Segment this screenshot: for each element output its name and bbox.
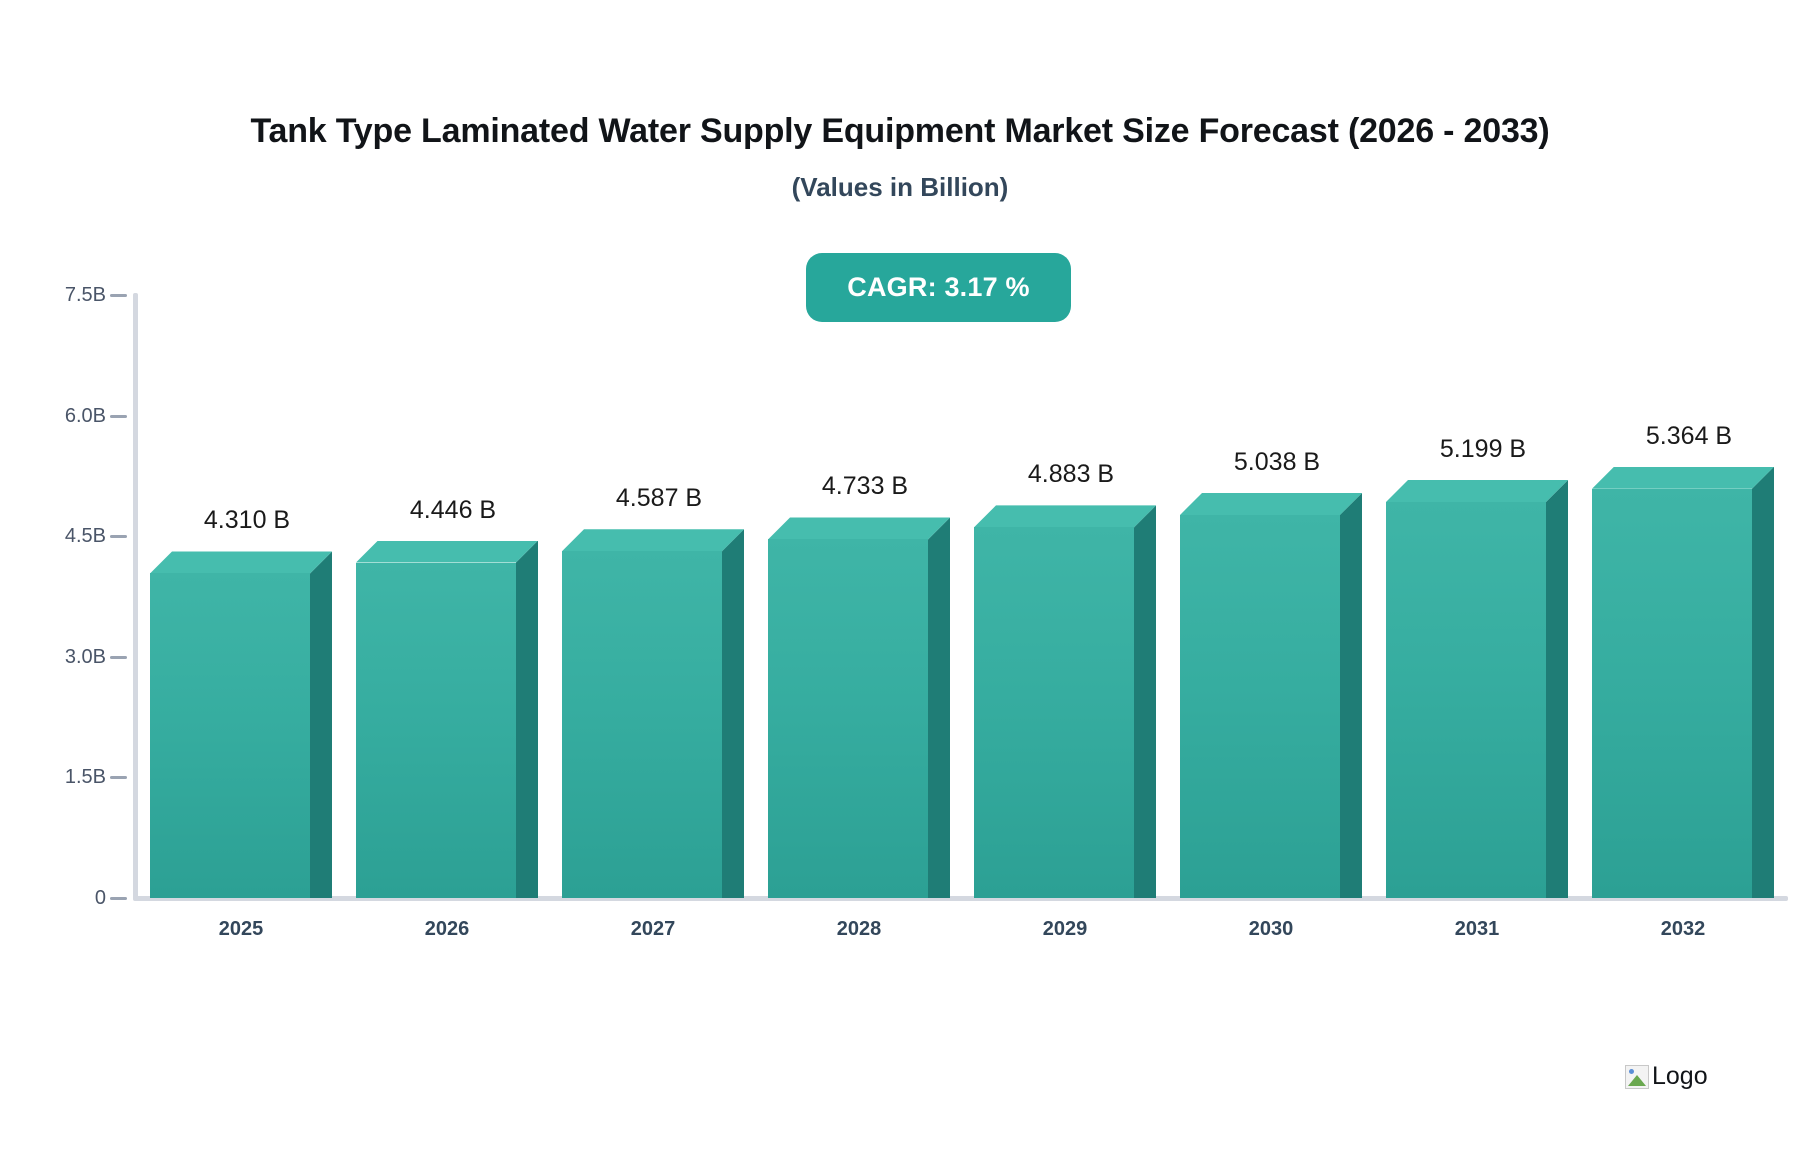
- bar-side-face: [1134, 505, 1156, 898]
- y-axis-tick-mark: [110, 776, 127, 780]
- x-axis-line: [133, 896, 1788, 901]
- y-axis-tick-label: 0: [94, 887, 106, 909]
- chart-subtitle: (Values in Billion): [791, 172, 1009, 202]
- bar-side-face: [722, 529, 744, 898]
- y-axis-tick-label: 6.0B: [64, 404, 106, 427]
- bar-value-label: 4.446 B: [409, 495, 497, 524]
- bar-2030[interactable]: [1180, 492, 1362, 898]
- bar-front-face: [1386, 502, 1546, 898]
- bar-value-label: 5.364 B: [1645, 421, 1733, 450]
- bar-top-face: [974, 505, 1156, 528]
- x-axis-label-2026: 2026: [424, 918, 470, 940]
- page-title: Tank Type Laminated Water Supply Equipme…: [250, 112, 1550, 150]
- bar-top-face: [356, 540, 538, 563]
- bar-top-face: [1386, 480, 1568, 502]
- cagr-badge: CAGR: 3.17 %: [806, 253, 1071, 322]
- y-axis-tick-label: 4.5B: [64, 525, 106, 548]
- bar-front-face: [150, 573, 310, 898]
- bar-value-label: 4.310 B: [203, 506, 291, 535]
- bar-side-face: [516, 540, 538, 898]
- x-axis-label-2027: 2027: [630, 918, 676, 940]
- bar-2028[interactable]: [768, 517, 950, 898]
- logo: Logo: [1625, 1062, 1708, 1091]
- bar-value-label: 5.199 B: [1439, 435, 1527, 463]
- y-axis-tick-mark: [110, 655, 127, 659]
- bar-side-face: [928, 517, 950, 898]
- bar-side-face: [310, 551, 332, 898]
- x-axis-label-2031: 2031: [1454, 918, 1500, 940]
- bar-side-face: [1546, 480, 1568, 898]
- cagr-badge-label: CAGR: 3.17 %: [847, 272, 1030, 302]
- bar-front-face: [768, 539, 928, 898]
- x-axis-label-2030: 2030: [1248, 918, 1294, 940]
- bar-2025[interactable]: [150, 551, 332, 898]
- bar-value-label: 4.587 B: [615, 484, 703, 513]
- bar-top-face: [1180, 492, 1362, 515]
- bar-front-face: [562, 551, 722, 898]
- bar-top-face: [562, 529, 744, 552]
- x-axis-label-2029: 2029: [1042, 918, 1088, 940]
- x-axis-label-2028: 2028: [836, 918, 882, 940]
- bar-2027[interactable]: [562, 529, 744, 898]
- y-axis-tick-label: 7.5B: [64, 284, 106, 306]
- bar-2026[interactable]: [356, 540, 538, 898]
- bar-front-face: [974, 527, 1134, 898]
- x-axis-label-2025: 2025: [218, 918, 264, 940]
- bar-top-face: [768, 517, 950, 540]
- bar-top-face: [150, 551, 332, 574]
- bar-front-face: [1180, 514, 1340, 898]
- y-axis-line: [133, 293, 138, 900]
- logo-alt-text: Logo: [1652, 1062, 1708, 1090]
- y-axis-tick-mark: [110, 414, 127, 418]
- bar-side-face: [1752, 466, 1774, 898]
- y-axis-tick-mark: [110, 535, 127, 539]
- y-axis-tick-mark: [110, 897, 127, 900]
- bar-2031[interactable]: [1386, 480, 1568, 898]
- bar-front-face: [1592, 488, 1752, 898]
- bar-value-label: 4.733 B: [821, 472, 909, 501]
- bar-top-face: [1592, 466, 1774, 489]
- y-axis-tick-mark: [110, 294, 127, 297]
- bar-value-label: 5.038 B: [1233, 447, 1321, 476]
- y-axis-tick-label: 3.0B: [64, 645, 106, 668]
- bar-2029[interactable]: [974, 505, 1156, 898]
- bar-front-face: [356, 562, 516, 898]
- bar-side-face: [1340, 492, 1362, 898]
- bar-2032[interactable]: [1592, 466, 1774, 898]
- broken-image-icon: [1625, 1064, 1649, 1089]
- bar-value-label: 4.883 B: [1027, 460, 1115, 489]
- y-axis-tick-label: 1.5B: [64, 766, 106, 789]
- x-axis-label-2032: 2032: [1660, 918, 1706, 940]
